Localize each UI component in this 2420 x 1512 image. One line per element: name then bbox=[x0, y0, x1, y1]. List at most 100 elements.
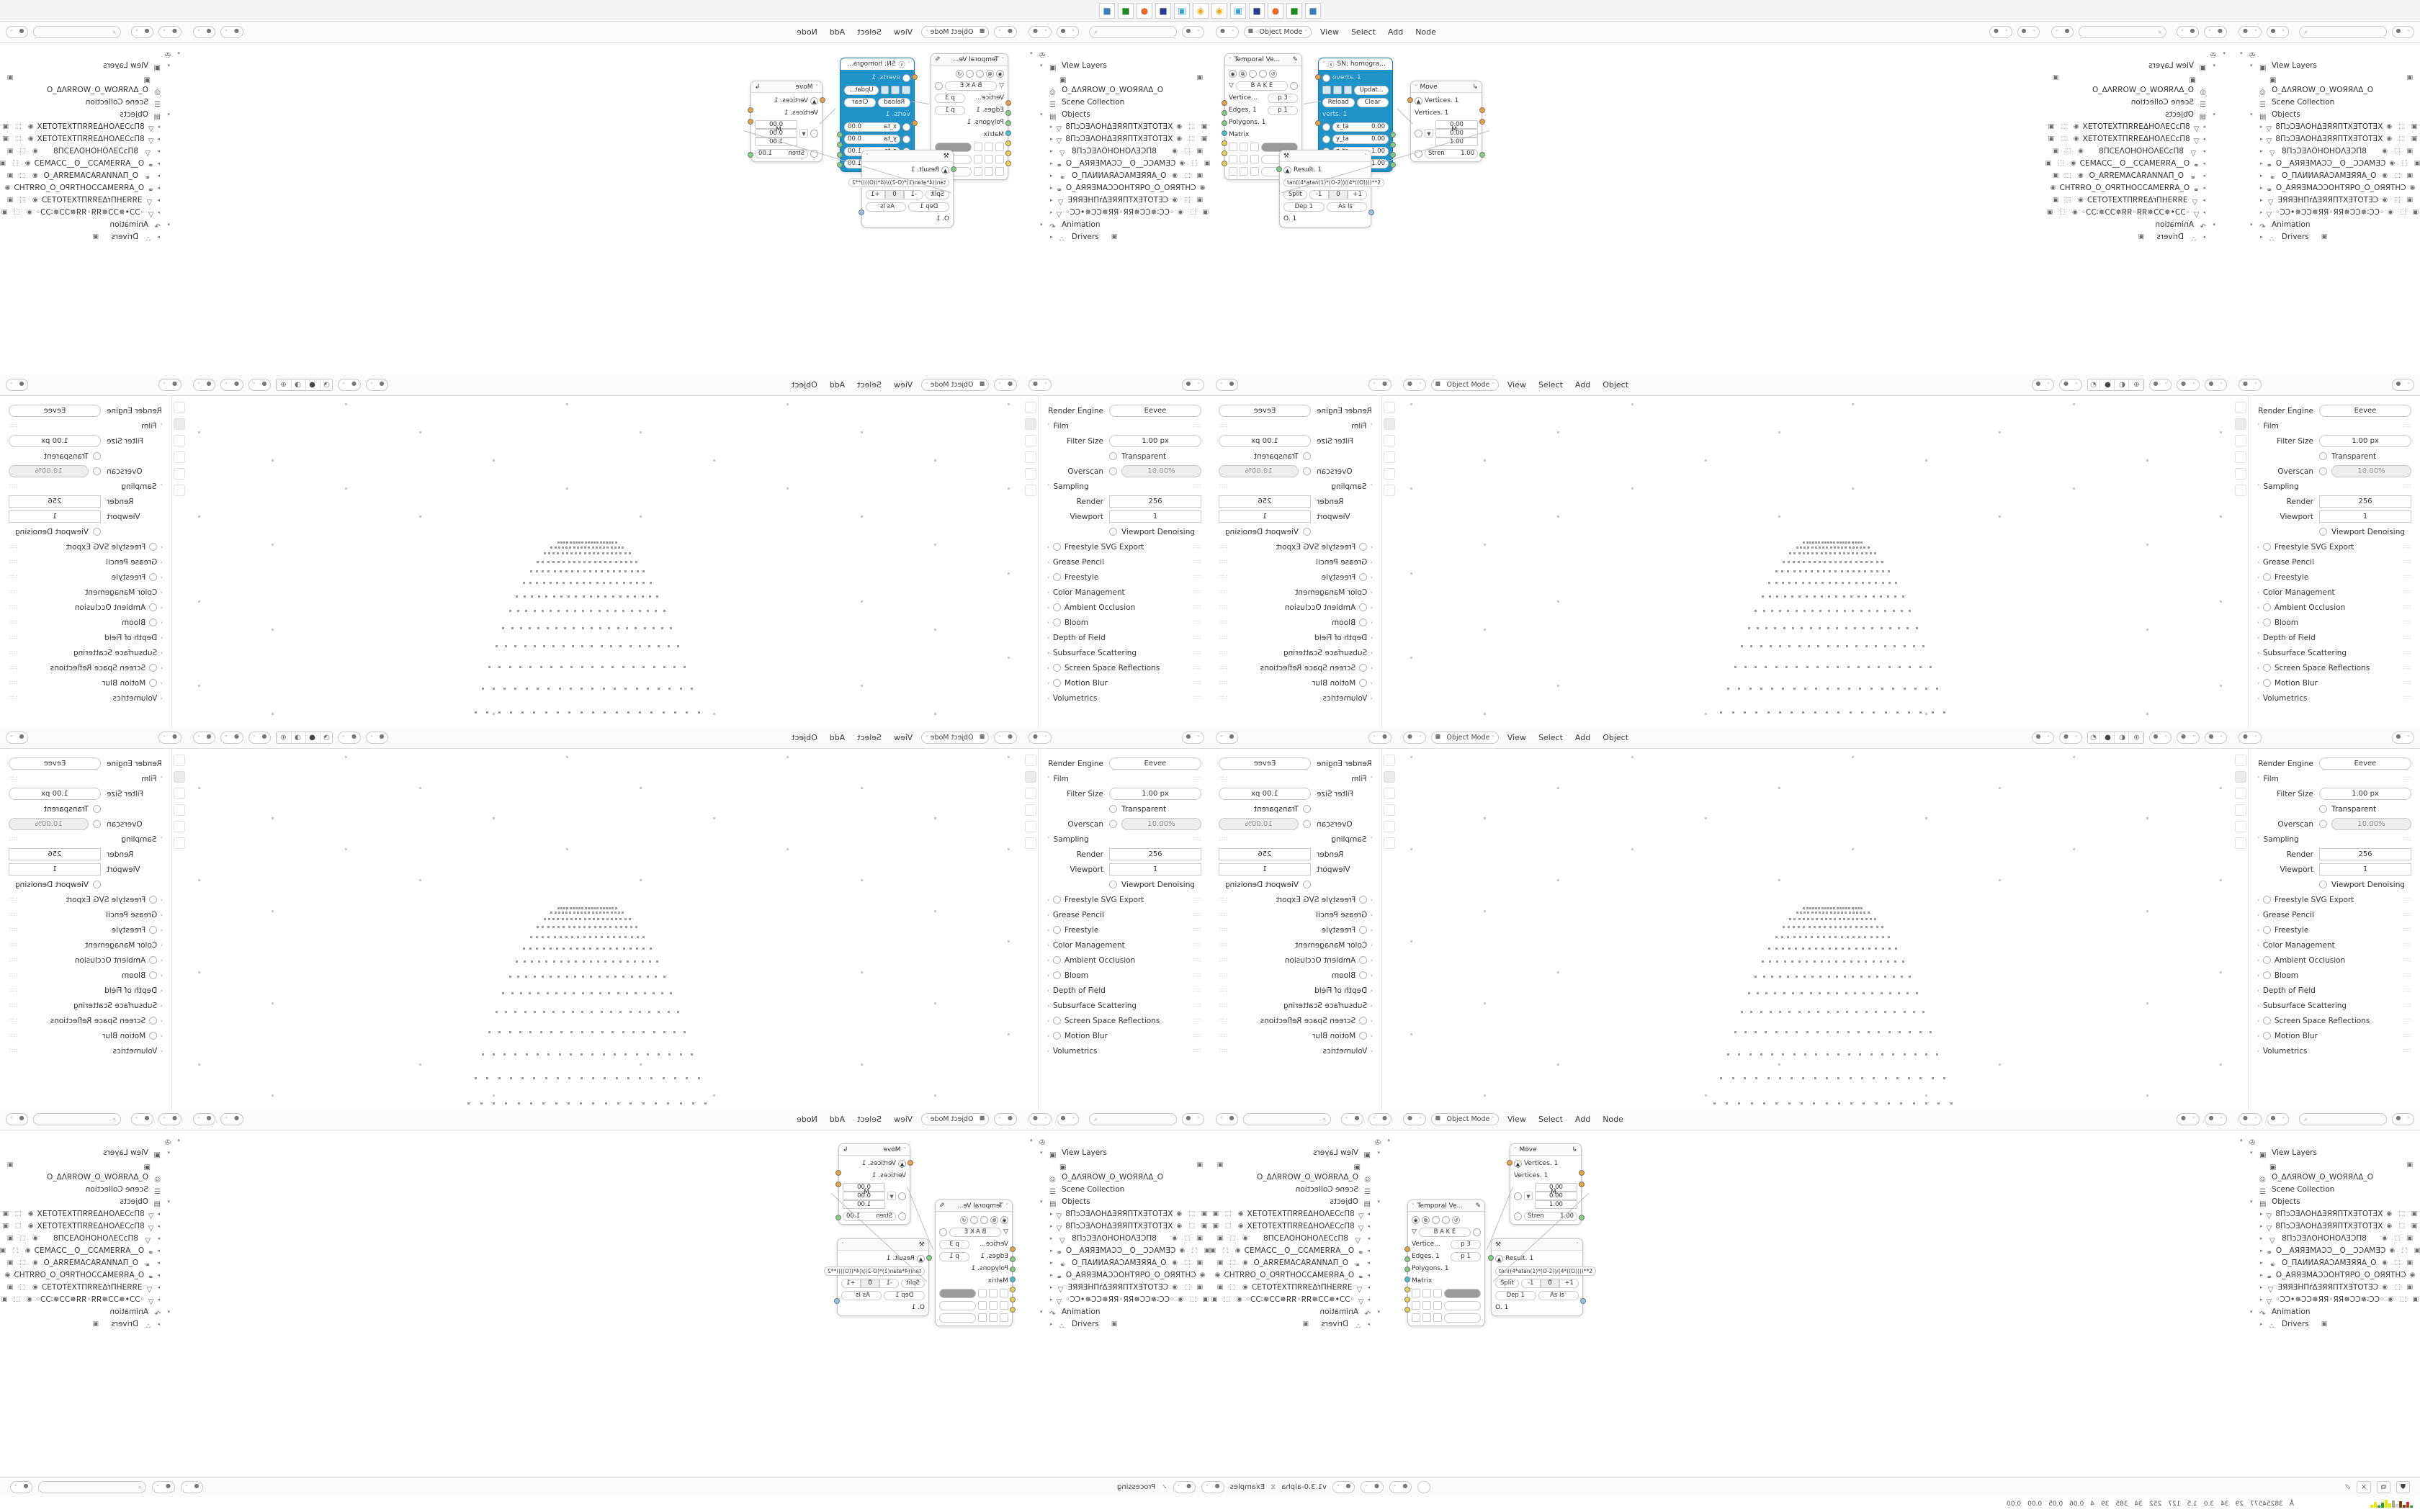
editor-type-button[interactable]: ● ˅ bbox=[1403, 379, 1426, 391]
image-icon[interactable]: ▣ bbox=[1174, 2, 1190, 19]
monitor-icon[interactable]: ⬚ bbox=[1183, 172, 1191, 179]
pin-button[interactable]: ● ˅ bbox=[1216, 379, 1239, 391]
chart-icon[interactable] bbox=[985, 143, 993, 151]
checkbox-field-wrap[interactable]: 10.00% bbox=[9, 465, 101, 477]
monitor-icon[interactable]: ⬚ bbox=[2401, 160, 2408, 167]
restriction-toggles[interactable]: ◉⬚▣ bbox=[2386, 1208, 2420, 1220]
stepper-button[interactable]: -1 bbox=[904, 189, 924, 199]
clear-button[interactable]: Clear bbox=[844, 97, 877, 107]
undo-icon[interactable] bbox=[902, 86, 910, 94]
section-film[interactable]: ˅ Film ∷∷ bbox=[2257, 771, 2411, 786]
monitor-icon[interactable]: ⬚ bbox=[2401, 1247, 2408, 1254]
collapse-toggle-icon[interactable]: ▲ bbox=[898, 1159, 906, 1168]
display-mode-button[interactable]: ● ˅ bbox=[1056, 1113, 1079, 1125]
monitor-icon[interactable]: ⬚ bbox=[1191, 160, 1198, 167]
solid-icon[interactable]: ● bbox=[305, 379, 318, 390]
node-input-field[interactable]: p 1 bbox=[1268, 105, 1298, 115]
node-input-field[interactable]: p 1 bbox=[939, 1251, 969, 1261]
formula-row[interactable]: tan((4*atan(1)*(O-2))/(4*((O))))**2 bbox=[1495, 1266, 1596, 1276]
disclosure-triangle-icon[interactable]: ▸ bbox=[1367, 1321, 1370, 1327]
reload-button[interactable]: Reload bbox=[878, 97, 910, 107]
node-socket[interactable] bbox=[1010, 1307, 1016, 1313]
checkbox-icon[interactable] bbox=[93, 452, 101, 460]
menu-select[interactable]: Select bbox=[857, 733, 882, 742]
monitor-icon[interactable]: ⬚ bbox=[2400, 209, 2406, 216]
stepper-button[interactable]: -1 bbox=[879, 1278, 900, 1288]
chevron-down-icon[interactable]: ▼ bbox=[799, 129, 808, 138]
collapsed-section[interactable]: › Depth of Field ∷∷ bbox=[9, 983, 163, 998]
camera-render-icon[interactable]: ▣ bbox=[2406, 1161, 2413, 1169]
disclosure-triangle-icon[interactable]: ▸ bbox=[1367, 1272, 1370, 1278]
eye-icon[interactable]: ◉ bbox=[24, 1247, 31, 1254]
node-input-row[interactable]: Polygons. 1 bbox=[1229, 117, 1298, 127]
restriction-toggles[interactable]: ◉⬚▣ bbox=[1172, 145, 1207, 158]
menu-add[interactable]: Add bbox=[1574, 1115, 1591, 1124]
outliner-row[interactable]: ◎ O_ΔΛЯROW_O_WOЯЯΛΔ_O bbox=[2236, 84, 2417, 96]
node-socket[interactable] bbox=[1580, 1298, 1586, 1304]
section-sampling[interactable]: ˅ Sampling ∷∷ bbox=[1047, 832, 1201, 847]
outliner-row[interactable]: ◎ O_ΔΛЯROW_O_WOЯЯΛΔ_O bbox=[1026, 84, 1207, 96]
material-icon[interactable]: ◑ bbox=[291, 379, 304, 390]
node-output-row[interactable]: ▲ Vertices. 1 bbox=[843, 1158, 906, 1169]
outliner-row[interactable]: ▸ ▽ ◦ƆƆ•✵ƆƆ✵ЯЯ◦ЯЯ✵ƆƆ✵∶ƆƆ◦ ◉ ⬚ ▣ bbox=[2236, 207, 2419, 219]
outliner-row[interactable]: ▸ ⚭ O_ПАИИАЯАƆАΜƎЯЯА_O ◉ ⬚ ▣ bbox=[3, 1257, 184, 1269]
node-socket[interactable] bbox=[1579, 1215, 1585, 1220]
checkbox-icon[interactable] bbox=[1303, 820, 1311, 828]
copy-icon[interactable]: ⧉ bbox=[1422, 1215, 1430, 1224]
collapsed-section[interactable]: › Freestyle SVG Export ∷∷ bbox=[2257, 539, 2411, 554]
curve-icon[interactable] bbox=[978, 1289, 987, 1297]
restriction-toggles[interactable]: ◉⬚▣ bbox=[3, 145, 38, 158]
node-temporal-viewer[interactable]: ˅ Temporal Ve... ✎ ◉ ⧉ ↺ ▽ B A K E Vertice... p 3… bbox=[1404, 1200, 1485, 1326]
disclosure-triangle-icon[interactable]: ▾ bbox=[2250, 1199, 2253, 1205]
rendered-icon[interactable]: ⊕ bbox=[277, 732, 290, 743]
mode-dropdown[interactable]: As Is ˅ bbox=[841, 1290, 882, 1300]
eye-icon[interactable]: ◉ bbox=[1172, 172, 1178, 179]
chart-icon[interactable] bbox=[1240, 167, 1248, 176]
monitor-icon[interactable]: ⬚ bbox=[1183, 148, 1191, 155]
eye-icon[interactable]: ◉ bbox=[1234, 1247, 1241, 1254]
menu-view[interactable]: View bbox=[1507, 380, 1526, 390]
outliner-row[interactable]: ▸ ▽ ◦ƆƆ•✵ƆƆ✵ЯЯ◦ЯЯ✵ƆƆ✵∶ƆƆ◦ ◉ ⬚ ▣ bbox=[1026, 207, 1209, 219]
section-film[interactable]: ˅ Film ∷∷ bbox=[1219, 418, 1373, 433]
render-engine-select[interactable]: Eevee bbox=[2319, 405, 2411, 417]
snap-button[interactable]: ● ˅ bbox=[2059, 732, 2082, 744]
restriction-toggles[interactable]: ◉⬚▣ bbox=[2382, 1233, 2417, 1245]
node-input-row[interactable]: O. 1 bbox=[1495, 1302, 1579, 1313]
menu-node[interactable]: Node bbox=[797, 1115, 817, 1124]
outliner-row[interactable]: ▸ ▽ 8ПɔƆƎΛОНΔƎЯЯПΤXƎТОТƎX ◉ ⬚ ▣ bbox=[1213, 1208, 1394, 1220]
node-socket[interactable] bbox=[1368, 210, 1374, 215]
eye-icon[interactable]: ◉ bbox=[1214, 1272, 1221, 1279]
editor-type-button[interactable]: ● ˅ bbox=[994, 732, 1017, 744]
link-icon[interactable] bbox=[1415, 129, 1422, 138]
wireframe-icon[interactable]: ◔ bbox=[2088, 379, 2100, 390]
monitor-icon[interactable]: ⬚ bbox=[1183, 1235, 1191, 1242]
monitor-icon[interactable]: ⬚ bbox=[2393, 1259, 2401, 1266]
camera-render-icon[interactable]: ▣ bbox=[7, 74, 14, 81]
node-input-row[interactable]: O. 1 bbox=[866, 214, 949, 224]
checkbox-icon[interactable] bbox=[149, 956, 158, 964]
viewport-header[interactable]: ● ˅ ■ Object Mode ˅ View Select Add Object ● ˅ ● ˅ ◔ ●… bbox=[1397, 374, 2233, 396]
eye-icon[interactable]: ◉ bbox=[2382, 1235, 2388, 1242]
proportional-editing-button[interactable]: ● ˅ bbox=[366, 732, 389, 744]
tab-view-layer-icon[interactable] bbox=[1384, 804, 1396, 816]
circle-icon[interactable] bbox=[1442, 1215, 1450, 1224]
properties-tab-strip[interactable] bbox=[1023, 749, 1039, 1109]
node-param-field[interactable]: y_ta 0.00 bbox=[844, 134, 900, 144]
checkbox-icon[interactable] bbox=[1359, 679, 1368, 687]
checkbox-icon[interactable] bbox=[93, 805, 101, 813]
collapsed-section[interactable]: › Motion Blur ∷∷ bbox=[2257, 675, 2411, 690]
search-input[interactable]: ⌕ bbox=[2079, 26, 2166, 38]
node-socket[interactable] bbox=[1222, 161, 1227, 166]
property-field[interactable]: 1.00 px bbox=[9, 435, 101, 447]
node-socket[interactable] bbox=[1222, 150, 1227, 156]
node-editor-header[interactable]: ● ˅ ■ Object Mode ˅ View Select Add Node ● ˅ ● ˅ bbox=[187, 1109, 1023, 1130]
checkbox-field-wrap[interactable]: 10.00% bbox=[2319, 818, 2411, 830]
property-field[interactable]: 1 bbox=[1109, 863, 1201, 876]
eye-icon[interactable]: ◉ bbox=[2382, 148, 2388, 155]
eye-icon[interactable]: ◉ bbox=[2409, 184, 2416, 192]
disclosure-triangle-icon[interactable]: ▸ bbox=[157, 234, 160, 240]
eye-icon[interactable]: ◉ bbox=[2078, 197, 2084, 204]
disclosure-triangle-icon[interactable]: ▾ bbox=[2250, 1150, 2253, 1156]
property-field[interactable]: 10.00% bbox=[1121, 818, 1201, 830]
